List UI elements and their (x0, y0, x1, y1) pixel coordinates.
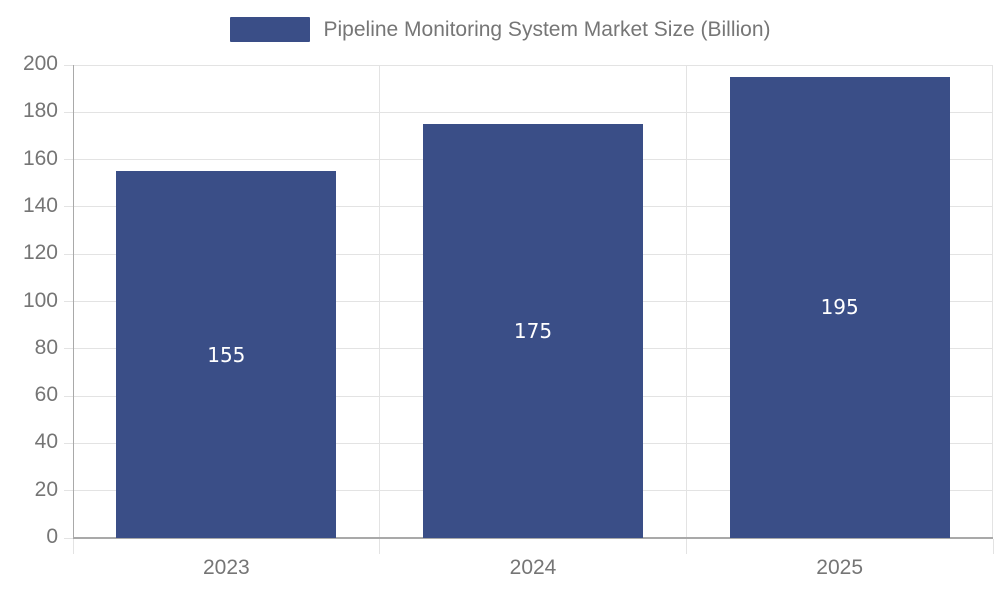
x-tick-mark (72, 539, 74, 554)
y-tick-mark (64, 537, 73, 539)
y-tick-mark (64, 348, 73, 350)
legend-swatch (229, 16, 310, 42)
x-axis-tick-label: 2024 (509, 556, 557, 579)
y-axis-tick-label: 80 (34, 335, 58, 359)
chart-legend[interactable]: Pipeline Monitoring System Market Size (… (0, 12, 1000, 46)
plot-area: 0 20 40 60 80 100 120 140 160 180 200 155 2023 175 202… (23, 52, 994, 579)
y-gridline (73, 64, 993, 66)
y-tick-mark (64, 159, 73, 161)
y-axis-tick-label: 100 (22, 288, 58, 312)
x-gridline (379, 65, 381, 538)
y-axis-tick-label: 200 (22, 52, 58, 75)
y-axis-line (73, 65, 74, 538)
y-tick-mark (64, 301, 73, 302)
y-axis-tick-label: 20 (34, 477, 58, 501)
y-axis-tick-label: 40 (34, 430, 58, 454)
x-axis-line (73, 537, 993, 539)
x-tick-mark (992, 539, 994, 554)
bar-2023[interactable]: 155 (116, 171, 337, 538)
y-axis-tick-label: 180 (22, 99, 58, 123)
x-gridline (685, 65, 687, 538)
y-tick-mark (64, 442, 73, 444)
bar-2024[interactable]: 175 (423, 124, 643, 538)
y-axis-tick-label: 140 (22, 193, 58, 217)
y-tick-mark (64, 111, 73, 113)
bar-2025[interactable]: 195 (729, 76, 950, 538)
y-tick-mark (64, 206, 73, 208)
y-axis-tick-label: 160 (22, 146, 58, 170)
y-axis-tick-label: 60 (34, 383, 58, 407)
y-tick-mark (64, 490, 73, 492)
bar-value-label: 175 (513, 319, 553, 344)
y-tick-mark (64, 64, 73, 66)
x-tick-mark (685, 539, 687, 554)
y-tick-mark (64, 253, 73, 255)
x-tick-mark (379, 539, 381, 554)
x-axis-tick-label: 2023 (202, 556, 250, 579)
bar-value-label: 195 (820, 295, 859, 320)
y-axis-tick-label: 0 (46, 525, 58, 548)
plot-right-border (992, 65, 993, 538)
x-axis-tick-label: 2025 (816, 556, 864, 579)
y-gridline (73, 111, 993, 113)
y-axis-tick-label: 120 (22, 241, 58, 265)
legend-label: Pipeline Monitoring System Market Size (… (323, 17, 771, 41)
y-tick-mark (64, 395, 73, 397)
bar-value-label: 155 (207, 342, 246, 367)
